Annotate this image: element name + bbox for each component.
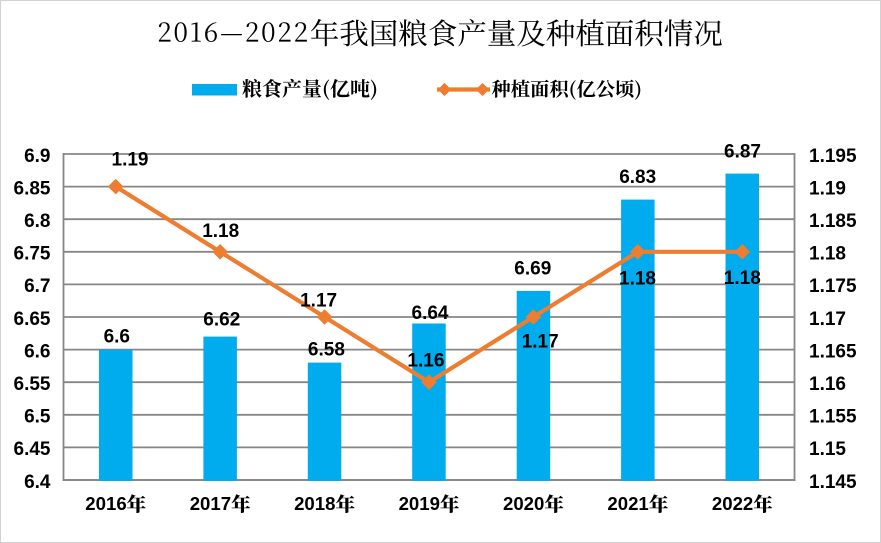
svg-text:1.165: 1.165 <box>809 341 857 362</box>
svg-text:2020: 2020 <box>503 493 544 514</box>
svg-text:1.155: 1.155 <box>809 407 857 428</box>
svg-text:6.7: 6.7 <box>24 276 50 297</box>
svg-text:6.69: 6.69 <box>514 258 551 279</box>
svg-text:1.16: 1.16 <box>407 350 444 371</box>
svg-text:6.45: 6.45 <box>14 439 51 460</box>
svg-text:1.185: 1.185 <box>809 211 857 232</box>
svg-text:6.55: 6.55 <box>14 374 51 395</box>
svg-text:1.17: 1.17 <box>809 309 846 330</box>
svg-text:2017: 2017 <box>190 493 231 514</box>
svg-text:6.5: 6.5 <box>24 407 51 428</box>
svg-text:6.6: 6.6 <box>104 326 130 347</box>
svg-text:1.17: 1.17 <box>300 290 337 311</box>
svg-text:6.8: 6.8 <box>24 211 50 232</box>
svg-text:1.18: 1.18 <box>202 221 239 242</box>
svg-text:1.175: 1.175 <box>809 276 857 297</box>
svg-text:6.65: 6.65 <box>14 309 51 330</box>
svg-text:6.85: 6.85 <box>14 178 51 199</box>
svg-text:6.6: 6.6 <box>24 341 50 362</box>
svg-text:6.4: 6.4 <box>24 472 51 493</box>
svg-text:6.9: 6.9 <box>24 146 50 167</box>
svg-text:1.145: 1.145 <box>809 472 857 493</box>
svg-text:6.58: 6.58 <box>308 340 345 361</box>
svg-text:6.83: 6.83 <box>619 167 656 188</box>
svg-text:1.19: 1.19 <box>809 178 846 199</box>
svg-text:6.62: 6.62 <box>203 310 240 331</box>
svg-text:6.64: 6.64 <box>412 303 449 324</box>
svg-text:1.17: 1.17 <box>522 331 559 352</box>
svg-text:1.195: 1.195 <box>809 146 857 167</box>
svg-text:2018: 2018 <box>294 493 335 514</box>
svg-text:6.87: 6.87 <box>724 141 761 162</box>
svg-text:1.16: 1.16 <box>809 374 846 395</box>
svg-text:2019: 2019 <box>399 493 440 514</box>
svg-text:1.18: 1.18 <box>724 268 761 289</box>
svg-text:1.15: 1.15 <box>809 439 846 460</box>
svg-text:6.75: 6.75 <box>14 244 51 265</box>
svg-text:1.19: 1.19 <box>112 150 149 171</box>
svg-text:2021: 2021 <box>607 493 648 514</box>
svg-text:2016: 2016 <box>85 493 126 514</box>
svg-text:2022: 2022 <box>712 493 753 514</box>
svg-text:1.18: 1.18 <box>809 244 846 265</box>
svg-text:1.18: 1.18 <box>619 268 656 289</box>
